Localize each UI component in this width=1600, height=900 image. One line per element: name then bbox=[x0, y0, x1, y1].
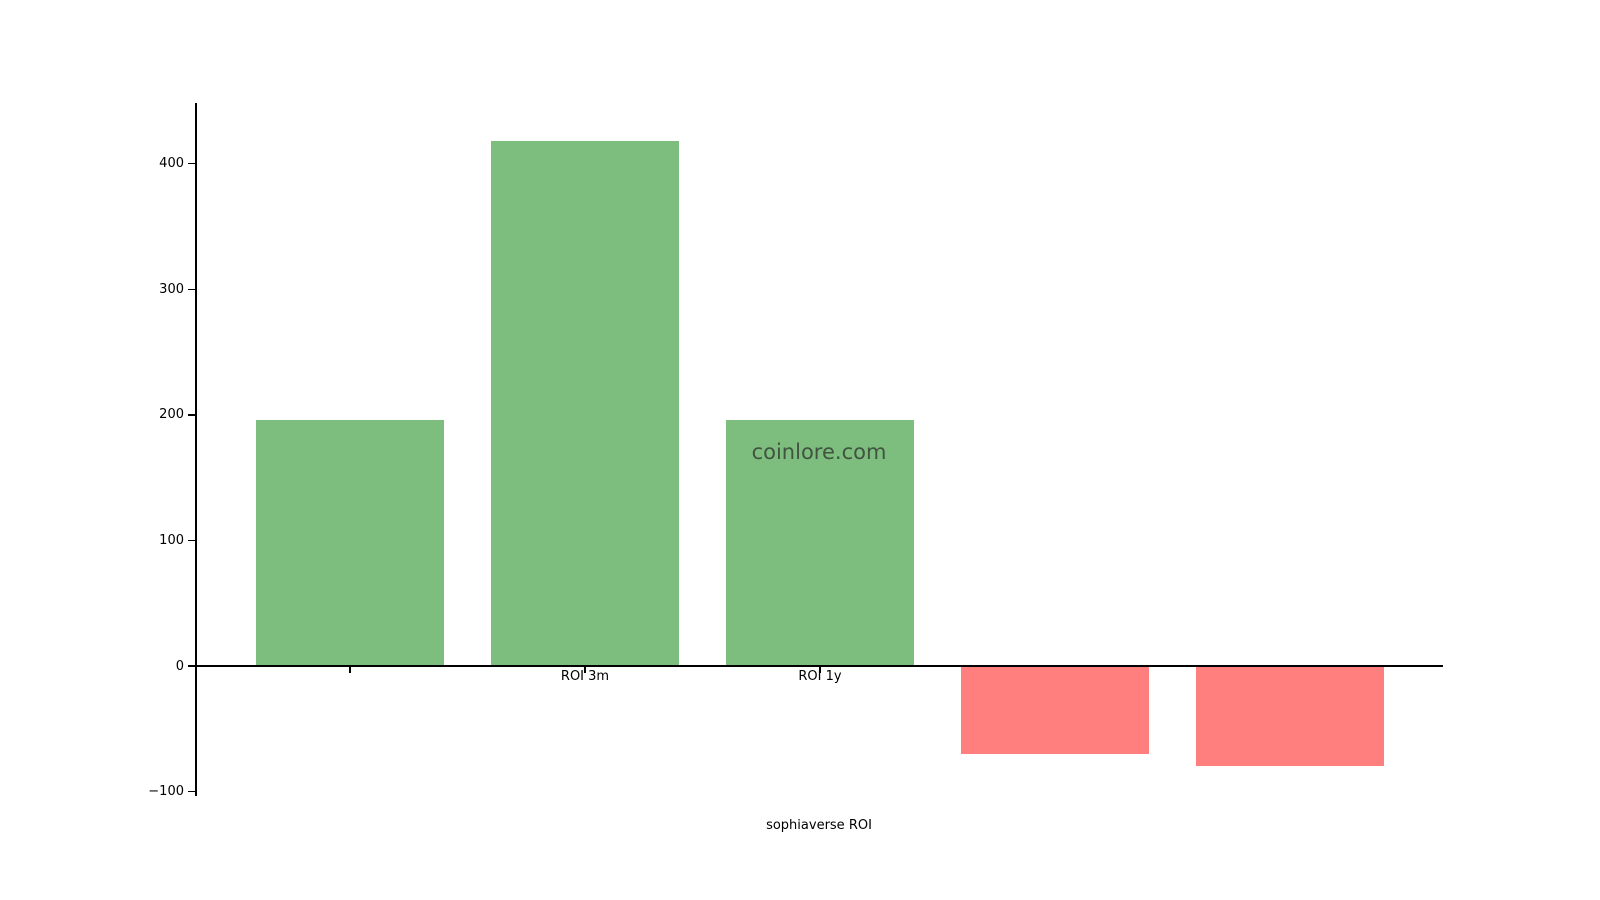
bar-3 bbox=[726, 419, 914, 666]
bar-1 bbox=[256, 419, 444, 666]
x-tick-mark bbox=[584, 666, 586, 673]
y-tick-label: 300 bbox=[159, 281, 184, 297]
bar-2 bbox=[491, 141, 679, 666]
x-tick-mark bbox=[819, 666, 821, 673]
y-tick-label: 200 bbox=[159, 407, 184, 423]
y-tick-label: 400 bbox=[159, 156, 184, 172]
y-tick-label: 0 bbox=[175, 658, 184, 674]
x-tick-label: ROI 1y bbox=[798, 668, 842, 684]
x-axis-title: sophiaverse ROI bbox=[766, 818, 872, 833]
x-axis-line bbox=[195, 665, 1443, 667]
y-tick-mark bbox=[188, 163, 195, 165]
x-tick-mark bbox=[349, 666, 351, 673]
y-tick-mark bbox=[188, 790, 195, 793]
watermark-text: coinlore.com bbox=[751, 440, 887, 464]
y-tick-label: −100 bbox=[148, 784, 184, 800]
bar-4 bbox=[961, 666, 1149, 754]
y-tick-mark bbox=[188, 665, 195, 667]
bar-5 bbox=[1196, 666, 1384, 767]
y-tick-label: 100 bbox=[159, 532, 184, 548]
x-tick-label: ROI 3m bbox=[560, 668, 610, 684]
y-tick-mark bbox=[188, 414, 195, 416]
y-axis-line bbox=[195, 103, 197, 796]
y-tick-mark bbox=[188, 288, 195, 291]
y-tick-mark bbox=[188, 539, 195, 542]
